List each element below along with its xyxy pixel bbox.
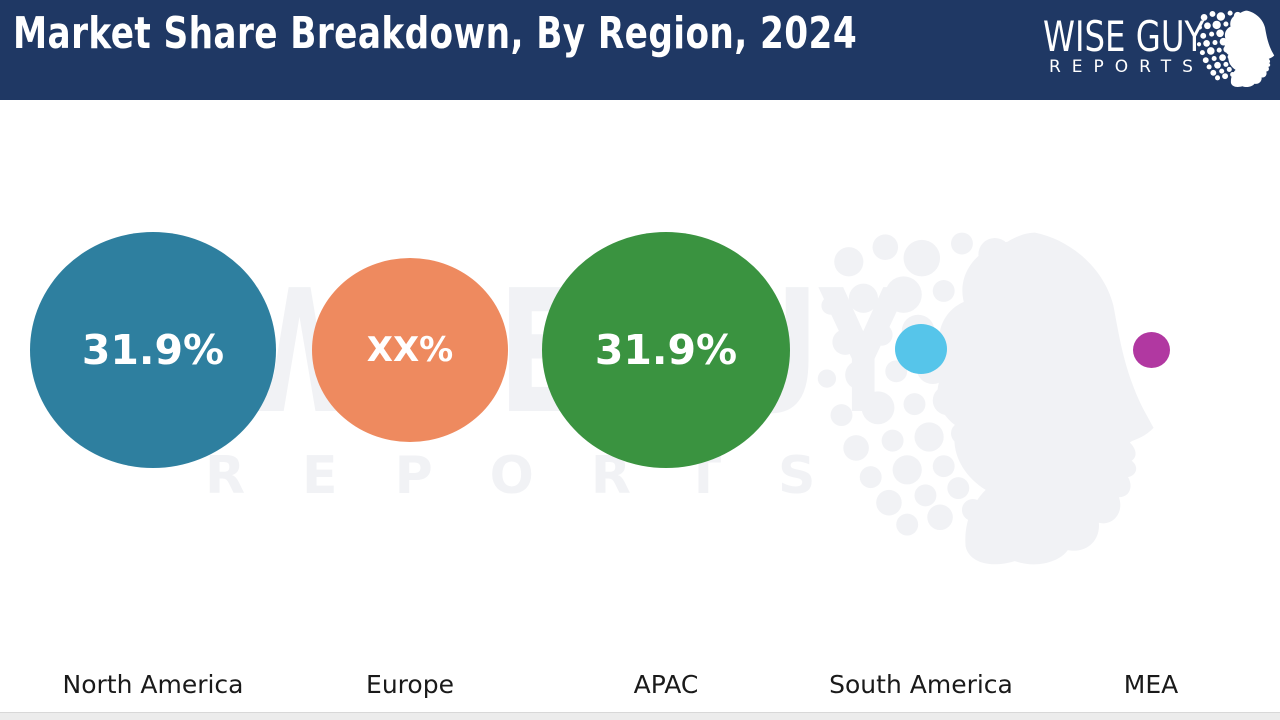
header-bar: Market Share Breakdown, By Region, 2024 … — [0, 0, 1280, 100]
bubble-south-america — [895, 324, 947, 374]
watermark-subtext: REPORTS — [205, 446, 873, 506]
category-label-north-america: North America — [62, 670, 244, 699]
bubble-mea — [1132, 332, 1170, 368]
bubble-north-america: 31.9% — [30, 232, 276, 468]
category-label-europe: Europe — [366, 670, 454, 699]
category-label-mea: MEA — [1123, 670, 1179, 699]
category-label-apac: APAC — [633, 670, 699, 699]
logo-head-icon — [1196, 10, 1275, 87]
bubble-europe: XX% — [312, 258, 508, 442]
logo-wordmark: WISE GUY — [1043, 12, 1205, 61]
page-title: Market Share Breakdown, By Region, 2024 — [13, 8, 858, 59]
watermark-head-icon — [817, 232, 1154, 565]
bubble-value-label: XX% — [366, 330, 454, 370]
bubble-apac: 31.9% — [542, 232, 790, 468]
logo-subtext: REPORTS — [1049, 57, 1204, 77]
category-label-south-america: South America — [829, 670, 1013, 699]
bubble-value-label: 31.9% — [594, 326, 738, 374]
footer-strip — [0, 712, 1280, 720]
bubble-value-label: 31.9% — [81, 326, 225, 374]
